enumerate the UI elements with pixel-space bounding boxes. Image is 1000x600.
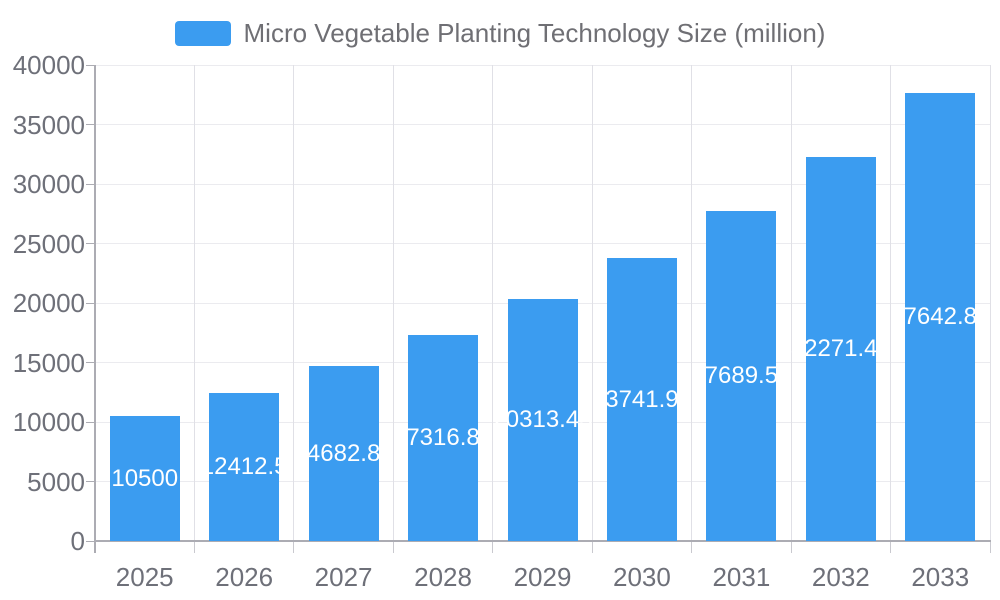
gridline-vertical [492, 65, 494, 541]
bar[interactable] [408, 334, 479, 541]
y-tick-label: 10000 [12, 407, 85, 437]
bar[interactable] [706, 211, 777, 541]
y-tick-label: 20000 [12, 288, 85, 318]
x-tick-label: 2026 [215, 562, 274, 592]
x-axis-tick [591, 542, 593, 553]
y-axis-line [94, 65, 96, 553]
y-axis-tick [86, 64, 94, 66]
gridline-vertical [392, 65, 394, 541]
legend-item[interactable]: Micro Vegetable Planting Technology Size… [0, 18, 1000, 48]
x-axis-tick [890, 542, 892, 553]
y-tick-label: 5000 [27, 466, 85, 497]
x-tick-label: 2025 [115, 562, 174, 592]
y-tick-label: 15000 [12, 347, 85, 378]
x-tick-label: 2028 [414, 562, 472, 592]
x-tick-label: 2031 [712, 562, 771, 592]
x-axis-tick [392, 542, 394, 553]
y-axis-tick [86, 421, 94, 423]
bar[interactable] [109, 416, 180, 541]
legend-label: Micro Vegetable Planting Technology Size… [243, 18, 826, 48]
legend-swatch-icon [174, 20, 231, 46]
x-axis-tick [293, 542, 295, 553]
gridline-horizontal [95, 183, 990, 185]
gridline-vertical [591, 65, 593, 541]
x-axis-tick [193, 542, 195, 553]
y-axis-tick [86, 540, 94, 542]
x-axis-tick [492, 542, 494, 553]
y-axis-tick [86, 302, 94, 304]
gridline-vertical [293, 65, 295, 541]
x-tick-label: 2030 [613, 562, 671, 592]
gridline-vertical [989, 65, 991, 541]
bar[interactable] [606, 258, 677, 541]
gridline-vertical [193, 65, 195, 541]
x-axis-tick [691, 542, 693, 553]
bar[interactable] [805, 156, 876, 541]
gridline-horizontal [95, 124, 990, 125]
x-axis-tick [989, 542, 991, 553]
x-axis-line [94, 540, 991, 542]
y-axis-tick [86, 481, 94, 482]
x-axis-tick [790, 542, 792, 553]
y-tick-label: 40000 [12, 50, 85, 80]
y-axis-tick [86, 362, 94, 363]
y-tick-label: 35000 [12, 109, 85, 140]
y-axis-tick [86, 243, 94, 244]
bar[interactable] [905, 93, 976, 541]
x-tick-label: 2033 [911, 562, 970, 592]
bar[interactable] [209, 393, 280, 541]
x-tick-label: 2029 [513, 562, 572, 592]
gridline-vertical [790, 65, 792, 541]
gridline-horizontal [95, 64, 990, 66]
y-axis-tick [86, 183, 94, 185]
y-axis-tick [86, 124, 94, 125]
y-tick-label: 30000 [12, 169, 85, 199]
gridline-horizontal [95, 243, 990, 244]
gridline-vertical [691, 65, 693, 541]
bar[interactable] [507, 299, 578, 541]
x-tick-label: 2027 [314, 562, 373, 592]
gridline-vertical [890, 65, 892, 541]
y-tick-label: 0 [70, 526, 85, 556]
y-tick-label: 25000 [12, 228, 85, 259]
x-tick-label: 2032 [811, 562, 870, 592]
bar[interactable] [308, 366, 379, 541]
